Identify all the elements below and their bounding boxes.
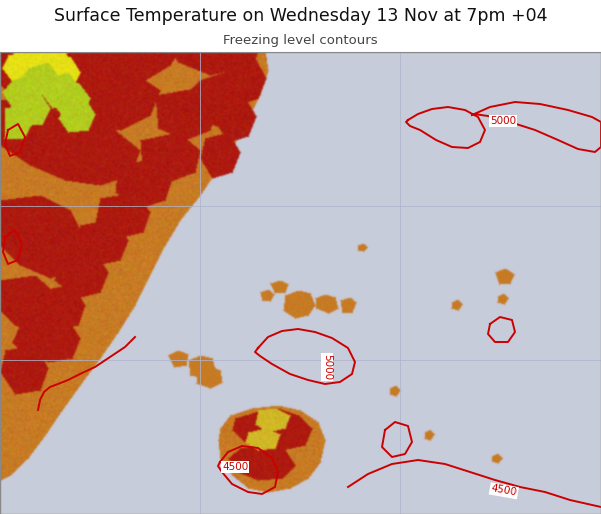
Text: Freezing level contours: Freezing level contours	[223, 34, 378, 47]
Text: Surface Temperature on Wednesday 13 Nov at 7pm +04: Surface Temperature on Wednesday 13 Nov …	[53, 7, 548, 25]
Text: 4500: 4500	[222, 462, 248, 472]
Text: 5000: 5000	[322, 354, 332, 380]
Text: 4500: 4500	[490, 484, 517, 498]
Text: 5000: 5000	[490, 116, 516, 126]
